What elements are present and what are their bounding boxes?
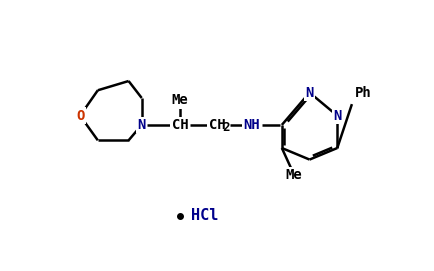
Text: CH: CH xyxy=(208,118,225,132)
Text: N: N xyxy=(332,109,341,123)
Text: N: N xyxy=(137,118,145,132)
Text: CH: CH xyxy=(171,118,188,132)
Text: 2: 2 xyxy=(222,121,230,134)
Text: O: O xyxy=(76,109,84,123)
Text: Me: Me xyxy=(171,93,188,107)
Text: HCl: HCl xyxy=(191,208,218,223)
Text: Ph: Ph xyxy=(354,86,371,99)
Text: Me: Me xyxy=(285,168,302,182)
Text: NH: NH xyxy=(243,118,260,132)
Text: N: N xyxy=(305,86,313,99)
